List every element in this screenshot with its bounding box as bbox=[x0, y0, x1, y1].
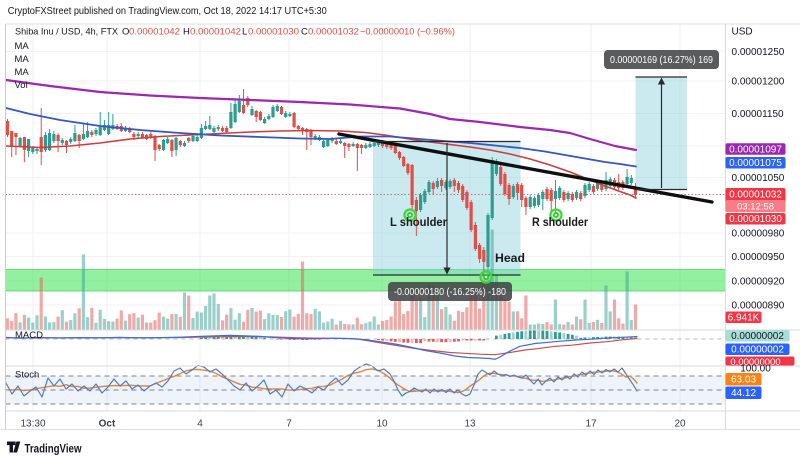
svg-text:R shoulder: R shoulder bbox=[532, 215, 588, 229]
svg-text:0.00001042: 0.00001042 bbox=[129, 27, 180, 38]
svg-text:Shiba Inu / USD, 4h, FTX: Shiba Inu / USD, 4h, FTX bbox=[15, 27, 119, 38]
svg-text:13:30: 13:30 bbox=[20, 419, 45, 430]
svg-text:0.00001075: 0.00001075 bbox=[729, 158, 782, 169]
svg-text:0.00000002: 0.00000002 bbox=[731, 345, 784, 356]
svg-text:0.00000002: 0.00000002 bbox=[731, 331, 784, 342]
svg-text:0.00000950: 0.00000950 bbox=[732, 252, 785, 263]
svg-text:0.00000890: 0.00000890 bbox=[732, 301, 785, 312]
svg-text:TradingView: TradingView bbox=[25, 442, 83, 456]
svg-text:MA: MA bbox=[15, 41, 30, 52]
svg-text:0.00001032: 0.00001032 bbox=[729, 189, 782, 200]
svg-text:Stoch: Stoch bbox=[15, 370, 39, 381]
svg-text:MACD: MACD bbox=[15, 330, 43, 341]
svg-text:10: 10 bbox=[376, 419, 388, 430]
svg-text:100.00: 100.00 bbox=[740, 364, 771, 375]
svg-text:6.941K: 6.941K bbox=[728, 313, 760, 324]
svg-text:−0.00000010 (−0.96%): −0.00000010 (−0.96%) bbox=[360, 27, 455, 38]
svg-text:0.00001030: 0.00001030 bbox=[729, 214, 782, 225]
svg-text:4: 4 bbox=[197, 419, 203, 430]
svg-text:0.00001250: 0.00001250 bbox=[732, 47, 785, 58]
svg-text:0.00001030: 0.00001030 bbox=[248, 27, 299, 38]
svg-text:0.00001050: 0.00001050 bbox=[732, 173, 785, 184]
svg-text:20: 20 bbox=[674, 419, 686, 430]
svg-text:44.12: 44.12 bbox=[731, 388, 756, 399]
svg-text:13: 13 bbox=[464, 419, 476, 430]
svg-text:C: C bbox=[301, 27, 308, 38]
svg-text:63.03: 63.03 bbox=[731, 375, 756, 386]
svg-text:0.00000169 (16.27%) 169: 0.00000169 (16.27%) 169 bbox=[610, 55, 713, 66]
svg-text:USD: USD bbox=[732, 27, 753, 38]
svg-text:H: H bbox=[183, 27, 190, 38]
svg-text:Head: Head bbox=[495, 251, 525, 265]
svg-text:03:12:58: 03:12:58 bbox=[737, 201, 774, 212]
svg-text:MA: MA bbox=[15, 67, 30, 78]
svg-text:0.00000980: 0.00000980 bbox=[732, 229, 785, 240]
svg-text:0.00001150: 0.00001150 bbox=[732, 109, 785, 120]
svg-text:0.00001097: 0.00001097 bbox=[729, 145, 782, 156]
svg-text:7: 7 bbox=[286, 419, 292, 430]
svg-text:0.00001042: 0.00001042 bbox=[190, 27, 241, 38]
svg-text:L: L bbox=[242, 27, 247, 38]
svg-text:0.00001032: 0.00001032 bbox=[308, 27, 359, 38]
svg-text:-0.00000180 (-16.25%) -180: -0.00000180 (-16.25%) -180 bbox=[394, 287, 506, 298]
svg-text:0.00001200: 0.00001200 bbox=[732, 77, 785, 88]
svg-text:O: O bbox=[122, 27, 129, 38]
svg-text:L shoulder: L shoulder bbox=[390, 215, 447, 229]
svg-text:0.00000920: 0.00000920 bbox=[732, 277, 785, 288]
svg-text:0.00000000: 0.00000000 bbox=[730, 357, 780, 368]
svg-text:MA: MA bbox=[15, 54, 30, 65]
svg-text:17: 17 bbox=[585, 419, 597, 430]
svg-text:Vol: Vol bbox=[15, 80, 28, 91]
svg-text:Oct: Oct bbox=[99, 419, 116, 430]
svg-text:CryptoFXStreet published on Tr: CryptoFXStreet published on TradingView.… bbox=[8, 6, 328, 17]
